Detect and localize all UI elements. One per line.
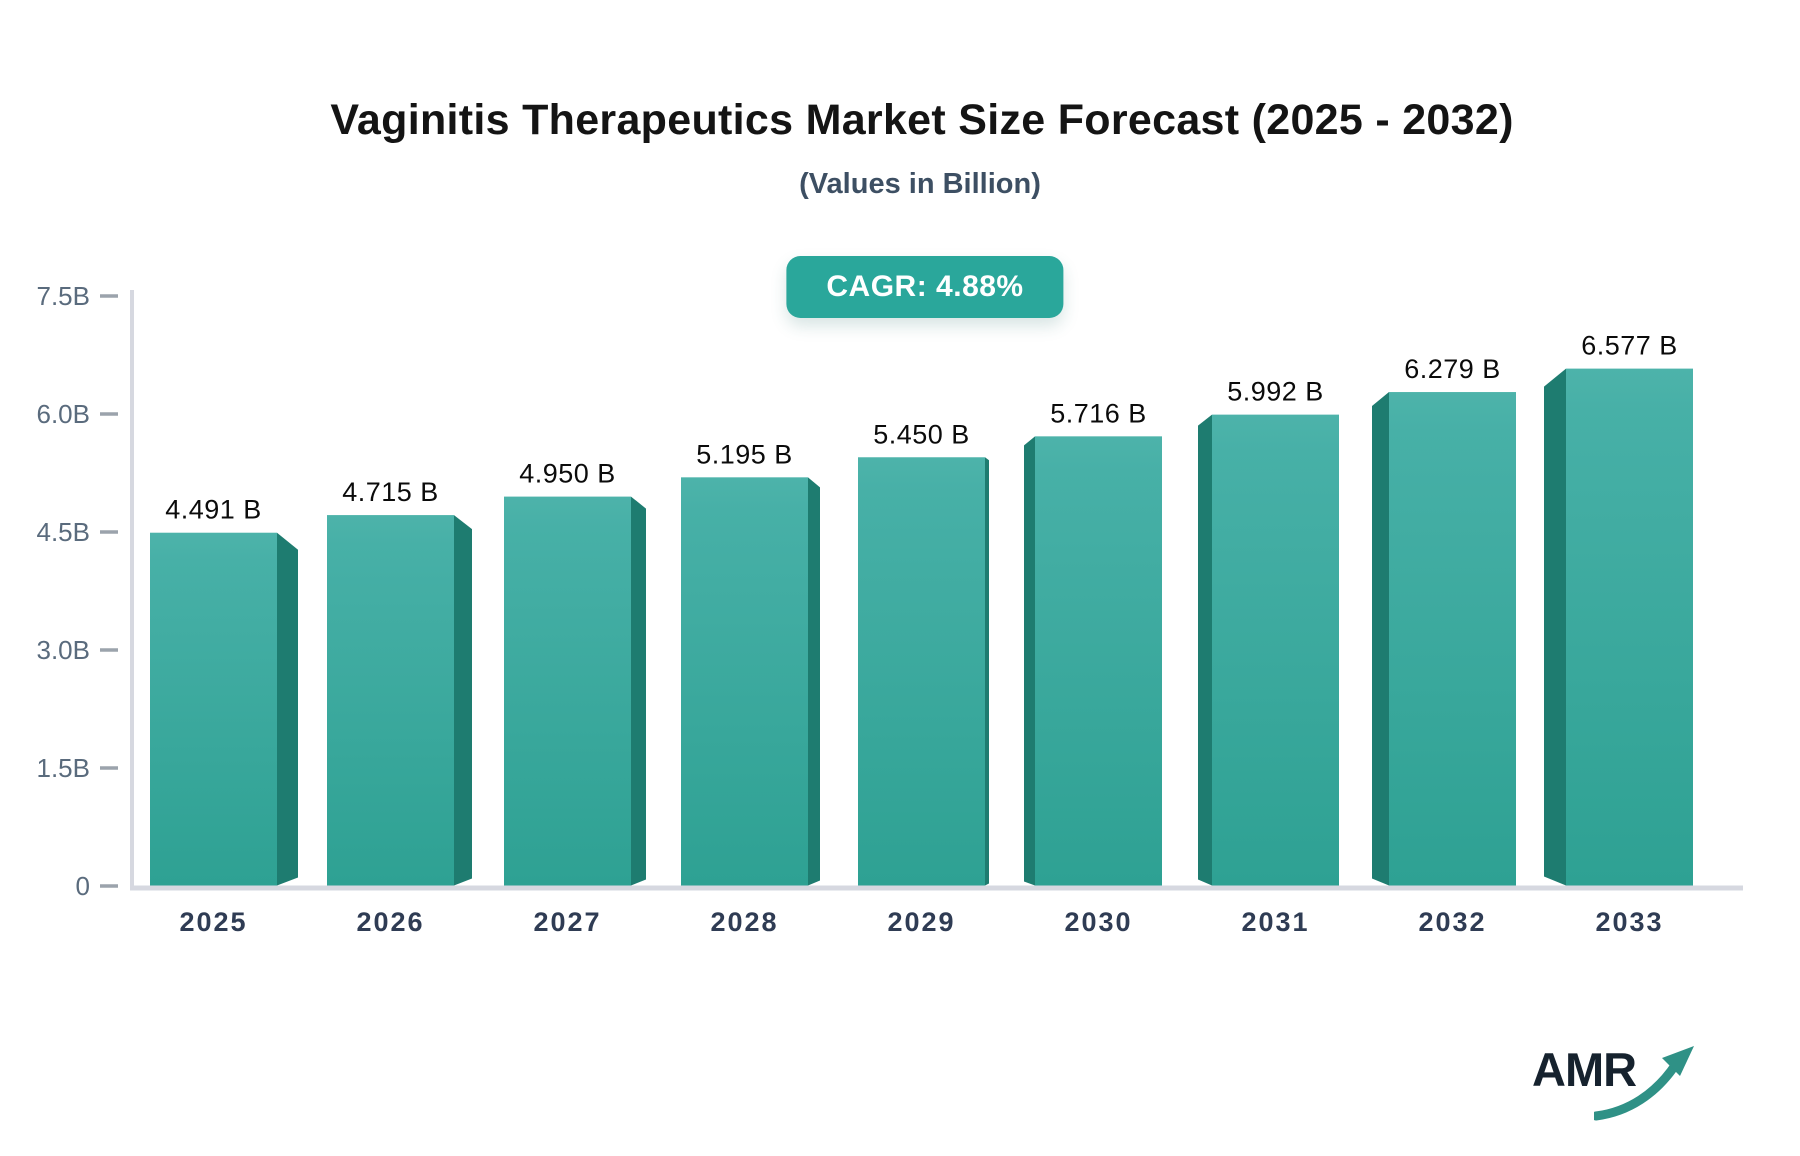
bar-2028 [681,477,808,886]
amr-logo: AMR [1532,1030,1722,1130]
x-tick-label-2027: 2027 [533,907,601,937]
bar-side-2029 [985,457,989,886]
growth-arrow-icon [1594,1046,1694,1121]
bar-value-label-2028: 5.195 B [696,439,793,469]
y-tick-label: 0 [76,871,90,901]
bar-2031 [1212,414,1339,886]
y-tick-label: 4.5B [37,517,91,547]
bar-side-2027 [631,496,646,886]
y-tick-label: 3.0B [37,635,91,665]
bar-side-2033 [1544,368,1566,886]
y-tick-label: 7.5B [37,281,91,311]
y-tick-label: 6.0B [37,399,91,429]
y-tick-label: 1.5B [37,753,91,783]
cagr-badge: CAGR: 4.88% [786,256,1064,318]
bar-2029 [858,457,985,886]
bar-2032 [1389,392,1516,886]
bar-2027 [504,496,631,886]
bar-side-2026 [454,515,472,886]
x-tick-label-2033: 2033 [1595,907,1663,937]
bar-side-2025 [277,532,298,886]
bar-value-label-2031: 5.992 B [1227,377,1324,407]
amr-logo-text: AMR [1532,1043,1637,1096]
bar-side-2030 [1024,436,1035,886]
bar-2026 [327,515,454,886]
x-tick-label-2029: 2029 [887,907,955,937]
bar-side-2028 [808,477,820,886]
chart-subtitle: (Values in Billion) [799,168,1041,200]
chart-title: Vaginitis Therapeutics Market Size Forec… [330,96,1514,144]
bar-value-label-2030: 5.716 B [1050,398,1147,428]
bar-value-label-2025: 4.491 B [165,495,262,525]
bar-2030 [1035,436,1162,886]
bar-2033 [1566,368,1693,886]
x-tick-label-2030: 2030 [1064,907,1132,937]
bar-side-2032 [1372,392,1389,886]
x-tick-label-2026: 2026 [356,907,424,937]
bar-value-label-2029: 5.450 B [873,419,970,449]
bar-value-label-2032: 6.279 B [1404,354,1501,384]
bar-2025 [150,532,277,886]
x-tick-label-2028: 2028 [710,907,778,937]
x-tick-label-2025: 2025 [179,907,247,937]
bar-value-label-2026: 4.715 B [342,477,439,507]
x-tick-label-2032: 2032 [1418,907,1486,937]
x-tick-label-2031: 2031 [1241,907,1309,937]
bar-value-label-2033: 6.577 B [1581,331,1678,361]
bar-value-label-2027: 4.950 B [519,459,616,489]
bar-side-2031 [1198,414,1212,886]
